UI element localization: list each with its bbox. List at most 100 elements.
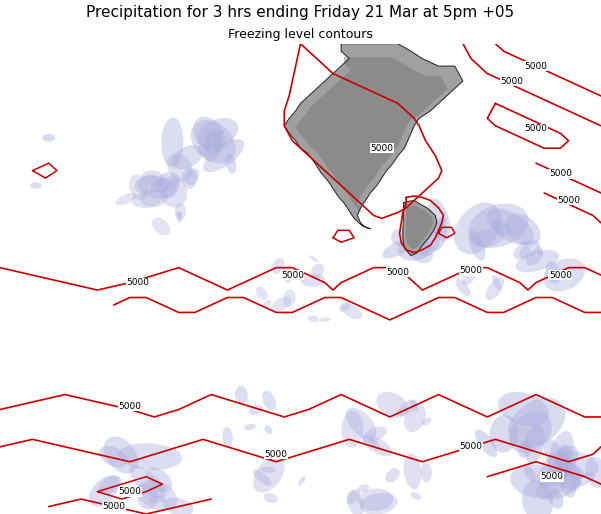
Ellipse shape: [339, 303, 351, 311]
Ellipse shape: [150, 176, 180, 193]
Ellipse shape: [486, 277, 504, 300]
Text: 5000: 5000: [127, 278, 150, 287]
Ellipse shape: [244, 424, 256, 430]
Ellipse shape: [513, 240, 540, 260]
Ellipse shape: [404, 405, 426, 432]
Ellipse shape: [346, 489, 360, 504]
Ellipse shape: [404, 453, 421, 489]
Ellipse shape: [370, 438, 380, 450]
Ellipse shape: [462, 270, 476, 285]
Ellipse shape: [253, 469, 271, 486]
Text: 5000: 5000: [541, 472, 564, 481]
Ellipse shape: [362, 426, 387, 443]
Ellipse shape: [89, 475, 120, 506]
Ellipse shape: [498, 392, 549, 426]
Ellipse shape: [557, 462, 576, 498]
Polygon shape: [406, 205, 433, 249]
Ellipse shape: [341, 303, 362, 319]
Ellipse shape: [203, 139, 244, 172]
Ellipse shape: [271, 297, 291, 312]
Ellipse shape: [508, 398, 566, 448]
Ellipse shape: [391, 227, 420, 247]
Polygon shape: [296, 57, 448, 215]
Ellipse shape: [546, 261, 561, 284]
Ellipse shape: [150, 495, 166, 503]
Ellipse shape: [341, 411, 364, 447]
Ellipse shape: [129, 174, 148, 200]
Ellipse shape: [116, 193, 136, 205]
Ellipse shape: [492, 221, 512, 235]
Ellipse shape: [427, 222, 447, 252]
Ellipse shape: [194, 117, 225, 153]
Text: 5000: 5000: [525, 62, 548, 70]
Ellipse shape: [358, 484, 370, 493]
Ellipse shape: [282, 266, 292, 283]
Ellipse shape: [536, 474, 581, 500]
Text: 5000: 5000: [118, 487, 141, 496]
Ellipse shape: [261, 467, 276, 473]
Ellipse shape: [253, 456, 285, 493]
Text: 5000: 5000: [549, 169, 572, 178]
Ellipse shape: [129, 465, 165, 499]
Ellipse shape: [376, 392, 408, 418]
Ellipse shape: [566, 464, 584, 480]
Text: 5000: 5000: [102, 502, 125, 511]
Text: 5000: 5000: [549, 270, 572, 280]
Ellipse shape: [524, 467, 537, 482]
Ellipse shape: [140, 189, 168, 207]
Ellipse shape: [136, 484, 158, 510]
Ellipse shape: [558, 444, 571, 463]
Ellipse shape: [103, 436, 138, 473]
Ellipse shape: [203, 131, 222, 161]
Text: 5000: 5000: [557, 196, 580, 205]
Ellipse shape: [402, 229, 426, 248]
Ellipse shape: [146, 467, 172, 492]
Ellipse shape: [174, 204, 186, 220]
Ellipse shape: [548, 431, 574, 482]
Ellipse shape: [235, 386, 248, 404]
Ellipse shape: [410, 492, 421, 500]
Ellipse shape: [222, 427, 233, 448]
Ellipse shape: [468, 204, 528, 248]
Ellipse shape: [454, 203, 501, 254]
Ellipse shape: [421, 417, 432, 426]
Ellipse shape: [382, 240, 411, 259]
Ellipse shape: [310, 255, 318, 263]
Ellipse shape: [398, 229, 440, 261]
Ellipse shape: [525, 248, 543, 265]
Ellipse shape: [515, 250, 560, 272]
Text: 5000: 5000: [386, 268, 409, 277]
Ellipse shape: [30, 182, 41, 189]
Ellipse shape: [525, 425, 545, 463]
Polygon shape: [403, 200, 437, 255]
Ellipse shape: [42, 134, 55, 141]
Ellipse shape: [544, 439, 569, 480]
Ellipse shape: [182, 168, 197, 189]
Ellipse shape: [137, 480, 177, 511]
Text: 5000: 5000: [525, 124, 548, 133]
Ellipse shape: [135, 174, 162, 195]
Ellipse shape: [225, 154, 236, 174]
Text: Precipitation for 3 hrs ending Friday 21 Mar at 5pm +05: Precipitation for 3 hrs ending Friday 21…: [87, 5, 514, 20]
Text: 5000: 5000: [460, 443, 483, 451]
Ellipse shape: [469, 230, 486, 261]
Ellipse shape: [410, 400, 418, 411]
Polygon shape: [284, 44, 463, 229]
Text: 5000: 5000: [370, 144, 393, 153]
Ellipse shape: [141, 170, 165, 187]
Ellipse shape: [177, 212, 182, 223]
Ellipse shape: [99, 446, 127, 467]
Ellipse shape: [487, 208, 534, 245]
Ellipse shape: [308, 315, 319, 322]
Ellipse shape: [522, 480, 553, 514]
Ellipse shape: [358, 489, 394, 511]
Ellipse shape: [161, 117, 183, 167]
Ellipse shape: [300, 274, 326, 287]
Ellipse shape: [537, 446, 578, 488]
Ellipse shape: [319, 317, 331, 322]
Ellipse shape: [263, 300, 272, 307]
Ellipse shape: [283, 289, 296, 307]
Ellipse shape: [510, 465, 565, 498]
Ellipse shape: [518, 440, 532, 458]
Ellipse shape: [385, 468, 400, 483]
